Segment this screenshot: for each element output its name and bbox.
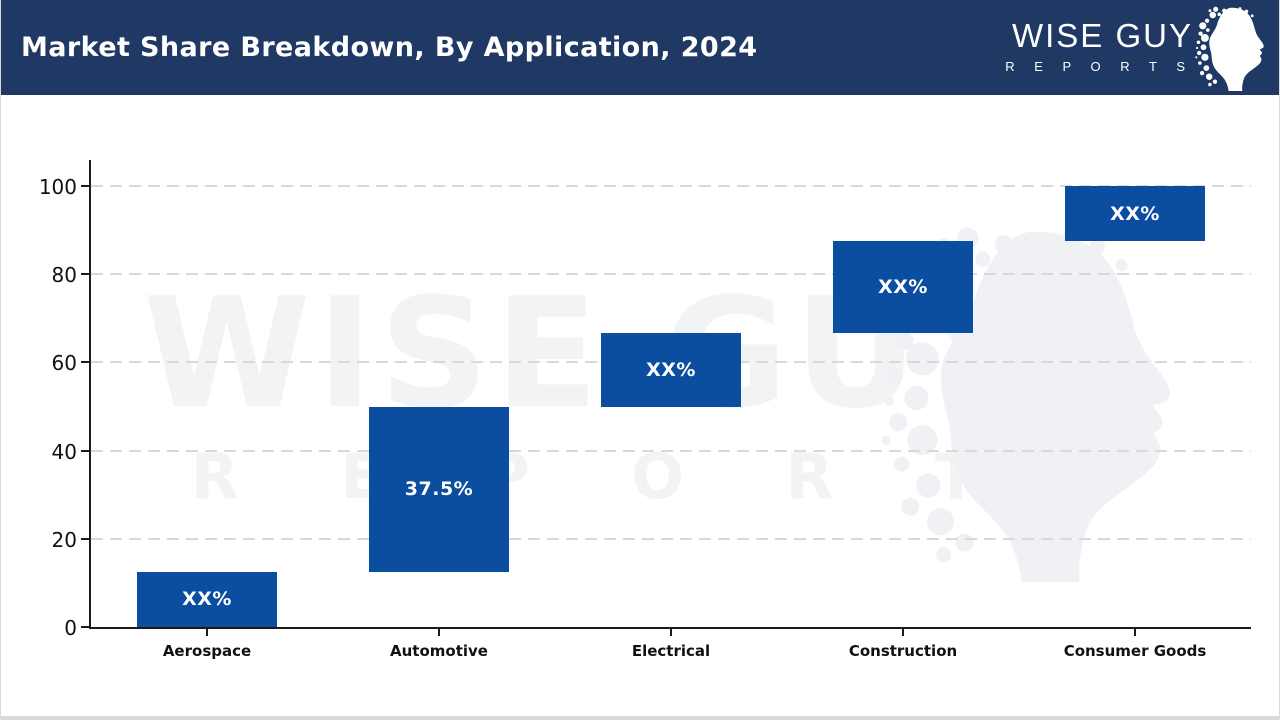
y-tick-mark-60 [81, 361, 89, 364]
bar-value-label: 37.5% [404, 478, 474, 501]
y-tick-label-20: 20 [51, 527, 77, 552]
bar-value-label: XX% [182, 588, 232, 611]
x-tick-mark [902, 629, 904, 636]
bar-electrical: XX% [601, 332, 741, 407]
logo-wordmark: WISE GUY R E P O R T S [1005, 17, 1193, 74]
bar-automotive: 37.5% [369, 406, 509, 572]
y-tick-mark-40 [81, 449, 89, 452]
x-tick-mark [438, 629, 440, 636]
y-gridline-100 [91, 185, 1251, 187]
y-tick-mark-0 [81, 626, 89, 628]
x-axis-label-construction: Construction [848, 642, 958, 660]
bar-value-label: XX% [878, 276, 928, 298]
y-tick-label-80: 80 [51, 263, 77, 288]
x-axis-label-automotive: Automotive [390, 642, 488, 660]
x-axis-label-aerospace: Aerospace [162, 642, 252, 660]
x-axis-label-consumer-goods: Consumer Goods [1063, 642, 1207, 660]
y-tick-label-60: 60 [51, 351, 77, 376]
logo-name-text: WISE GUY [1011, 17, 1193, 54]
y-gridline-80 [91, 273, 1251, 276]
y-tick-label-0: 0 [64, 616, 77, 640]
x-tick-mark [670, 629, 672, 636]
footer-divider [1, 716, 1279, 720]
header-band: Market Share Breakdown, By Application, … [1, 0, 1279, 95]
y-gridline-20 [91, 537, 1251, 540]
bar-construction: XX% [833, 241, 973, 333]
bar-value-label: XX% [646, 358, 696, 381]
bar-consumer-goods: XX% [1065, 186, 1205, 242]
chart-plot-area: WISE GUY R E P O R T S 0 20 40 60 80 100 Aeros… [39, 160, 1251, 660]
y-tick-mark-80 [81, 273, 89, 276]
y-tick-mark-100 [81, 185, 89, 187]
y-tick-label-40: 40 [51, 439, 77, 464]
x-tick-mark [206, 629, 208, 636]
page-title: Market Share Breakdown, By Application, … [21, 32, 758, 63]
wiseguy-head-logo-icon [1195, 6, 1264, 91]
bar-aerospace: XX% [137, 571, 277, 627]
y-gridline-40 [91, 449, 1251, 452]
x-axis-label-electrical: Electrical [631, 642, 711, 660]
logo-reports-text: R E P O R T S [1005, 59, 1193, 74]
x-tick-mark [1134, 629, 1136, 636]
bar-value-label: XX% [1110, 202, 1160, 225]
y-tick-label-100: 100 [38, 175, 77, 199]
y-tick-mark-20 [81, 537, 89, 540]
